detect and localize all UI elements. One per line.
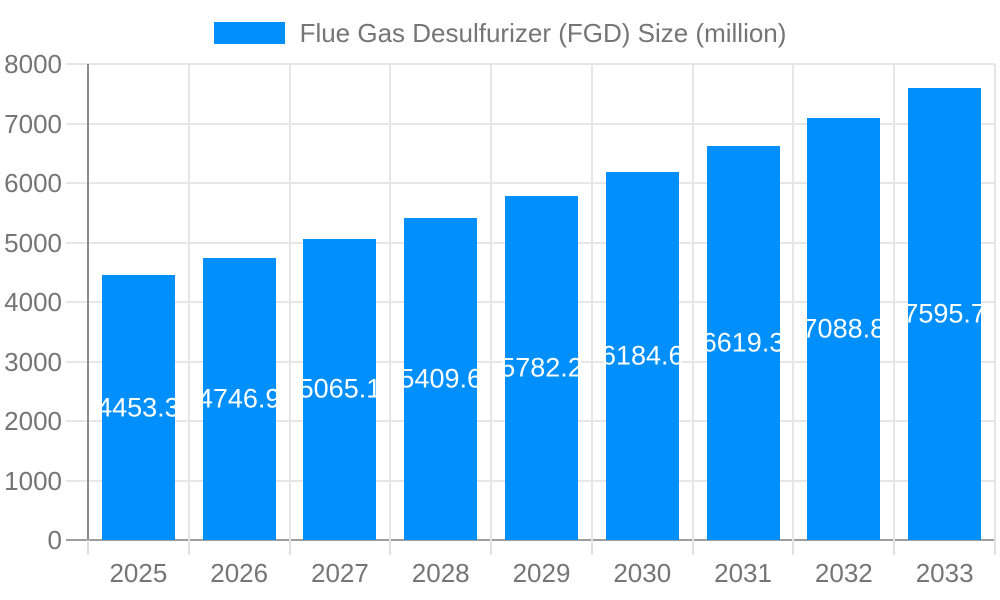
x-tick-label: 2026 (210, 558, 269, 588)
v-gridline (792, 64, 795, 540)
x-tick-label: 2029 (512, 558, 571, 588)
y-tick-label: 1000 (4, 465, 62, 496)
legend-swatch (213, 22, 285, 44)
bar-value-label: 4746.9 (197, 383, 281, 414)
bar-value-label: 5409.6 (399, 363, 483, 394)
bar[interactable] (908, 88, 982, 540)
bar[interactable] (202, 257, 276, 540)
x-axis-tick (87, 540, 89, 555)
y-tick-label: 8000 (4, 49, 62, 79)
bar[interactable] (303, 238, 377, 540)
x-axis-tick (691, 540, 694, 555)
y-tick-label: 5000 (4, 227, 62, 258)
legend-label: Flue Gas Desulfurizer (FGD) Size (millio… (299, 17, 787, 48)
y-tick-label: 2000 (4, 406, 62, 436)
h-gridline (66, 122, 995, 125)
x-axis-tick (590, 540, 593, 555)
y-tick-label: 4000 (4, 287, 62, 317)
bar-value-label: 4453.3 (97, 392, 180, 422)
x-axis-tick (187, 540, 190, 555)
x-tick-label: 2028 (411, 558, 470, 588)
y-axis-line (87, 64, 89, 540)
x-axis-baseline (66, 539, 995, 541)
bar-value-label: 5782.2 (500, 352, 583, 383)
legend[interactable]: Flue Gas Desulfurizer (FGD) Size (millio… (0, 18, 1000, 48)
x-axis-tick (389, 540, 392, 555)
y-tick-label: 7000 (4, 108, 62, 139)
x-axis-tick (288, 540, 291, 555)
bar[interactable] (807, 118, 881, 540)
bar[interactable] (404, 218, 478, 540)
bar-value-label: 7088.8 (802, 313, 886, 344)
bar[interactable] (505, 195, 578, 540)
x-tick-label: 2032 (814, 558, 873, 588)
y-tick-label: 0 (47, 525, 62, 555)
v-gridline (288, 64, 291, 540)
v-gridline (691, 64, 694, 540)
bar-value-label: 5065.1 (298, 373, 382, 404)
bar-value-label: 6184.6 (600, 340, 684, 371)
x-tick-label: 2027 (311, 558, 369, 588)
y-tick-label: 3000 (4, 346, 62, 377)
x-tick-label: 2033 (915, 558, 974, 588)
y-tick-label: 6000 (4, 168, 62, 198)
v-gridline (590, 64, 593, 540)
v-gridline (389, 64, 392, 540)
v-gridline (893, 64, 896, 540)
bar[interactable] (101, 275, 175, 540)
x-axis-tick (792, 540, 795, 555)
bar-value-label: 7595.7 (903, 298, 986, 329)
x-axis-tick (994, 540, 996, 555)
x-axis-tick (490, 540, 493, 555)
v-gridline (187, 64, 190, 540)
h-gridline (66, 182, 995, 184)
x-axis-tick (893, 540, 896, 555)
x-tick-label: 2025 (109, 558, 168, 588)
v-gridline (994, 64, 996, 540)
x-tick-label: 2030 (613, 558, 672, 588)
v-gridline (490, 64, 493, 540)
bar[interactable] (706, 146, 780, 540)
bar[interactable] (605, 172, 679, 540)
x-tick-label: 2031 (714, 558, 772, 588)
h-gridline (66, 63, 995, 65)
bar-value-label: 6619.3 (701, 327, 785, 358)
